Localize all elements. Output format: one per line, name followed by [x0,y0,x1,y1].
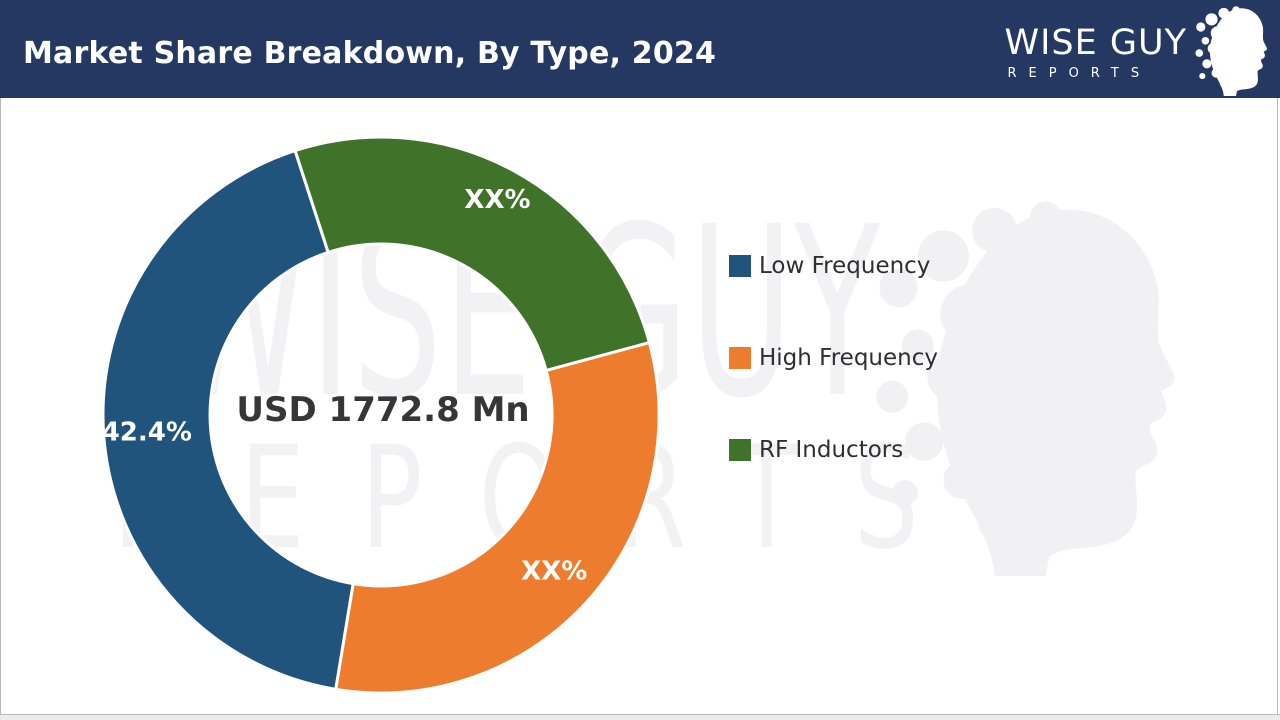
logo-text: WISE GUY REPORTS [1004,23,1187,82]
donut-center-value: USD 1772.8 Mn [236,390,529,430]
legend-swatch-high-frequency [729,347,751,369]
logo-sub-text: REPORTS [1007,66,1152,81]
slice-label-rf-inductors: XX% [464,185,530,215]
donut-chart: 42.4% XX% XX% USD 1772.8 Mn [101,135,661,695]
slice-high-frequency [334,341,661,695]
bottom-strip [0,714,1280,720]
slice-label-low-frequency: 42.4% [102,418,192,448]
slice-label-high-frequency: XX% [521,557,587,587]
legend-item-low-frequency: Low Frequency [729,253,938,279]
legend-label-high-frequency: High Frequency [759,345,938,371]
legend-label-rf-inductors: RF Inductors [759,437,904,463]
wise-guy-logo: WISE GUY REPORTS [1004,4,1277,96]
page-title: Market Share Breakdown, By Type, 2024 [23,36,717,71]
logo-brand-text: WISE GUY [1004,23,1187,63]
legend-label-low-frequency: Low Frequency [759,253,931,279]
chart-area: WISE GUY REPORTS 42.4%XX%XX%USD 1772.8 M… [0,98,1278,714]
legend-swatch-rf-inductors [729,439,751,461]
legend-item-high-frequency: High Frequency [729,345,938,371]
header-bar: Market Share Breakdown, By Type, 2024 WI… [0,0,1280,98]
chart-legend: Low Frequency High Frequency RF Inductors [729,253,938,463]
slice-rf-inductors [293,135,651,372]
legend-item-rf-inductors: RF Inductors [729,437,938,463]
slice-low-frequency [101,149,355,691]
legend-swatch-low-frequency [729,255,751,277]
logo-head-icon [1195,6,1267,96]
